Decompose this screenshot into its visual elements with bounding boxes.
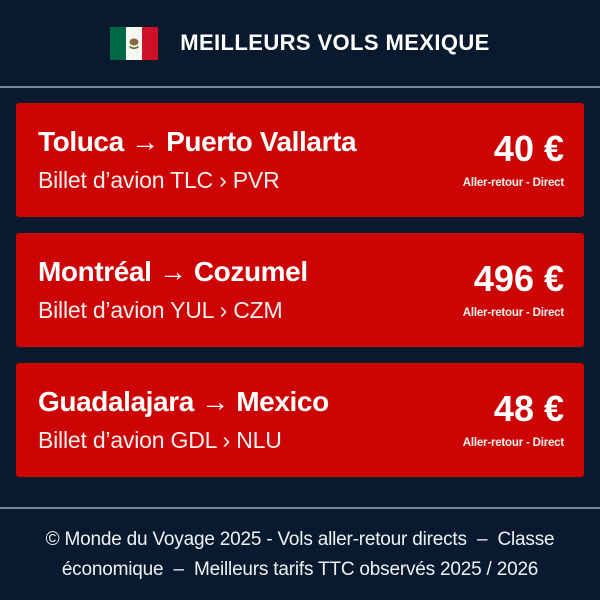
footer-copyright-line: © Monde du Voyage 2025 - Vols aller-reto… [45,529,555,550]
deal-card-list: Toluca → Puerto Vallarta Billet d’avion … [0,88,600,493]
route-info: Toluca → Puerto Vallarta Billet d’avion … [38,126,357,193]
route-title: Guadalajara → Mexico [38,386,329,418]
deal-card-montreal-cozumel[interactable]: Montréal → Cozumel Billet d’avion YUL › … [16,233,584,347]
route-detail: Billet d’avion TLC › PVR [38,166,280,193]
route-info: Montréal → Cozumel Billet d’avion YUL › … [38,256,308,323]
footer: © Monde du Voyage 2025 - Vols aller-reto… [0,509,600,585]
route-info: Guadalajara → Mexico Billet d’avion GDL … [38,386,329,453]
fare-note: Aller-retour - Direct [462,437,564,449]
route-title: Toluca → Puerto Vallarta [38,126,357,158]
mexico-flag-icon [110,26,159,60]
footer-tariff-line: économique – Meilleurs tarifs TTC observ… [61,559,539,580]
deal-card-toluca-puerto-vallarta[interactable]: Toluca → Puerto Vallarta Billet d’avion … [16,103,584,217]
price-block: 496 € Aller-retour - Direct [462,258,564,320]
price-block: 48 € Aller-retour - Direct [462,388,564,450]
price-block: 40 € Aller-retour - Direct [462,128,564,190]
fare-note: Aller-retour - Direct [462,307,564,319]
price-value: 496 € [473,258,564,299]
page-title: MEILLEURS VOLS MEXIQUE [180,30,490,55]
route-title: Montréal → Cozumel [38,256,308,288]
footer-divider [0,507,600,509]
deal-card-guadalajara-mexico[interactable]: Guadalajara → Mexico Billet d’avion GDL … [16,363,584,477]
header: MEILLEURS VOLS MEXIQUE [0,0,600,86]
price-value: 48 € [493,388,564,429]
fare-note: Aller-retour - Direct [462,177,564,189]
header-divider [0,86,600,88]
route-detail: Billet d’avion GDL › NLU [38,426,282,453]
route-detail: Billet d’avion YUL › CZM [38,296,283,323]
price-value: 40 € [493,128,564,169]
